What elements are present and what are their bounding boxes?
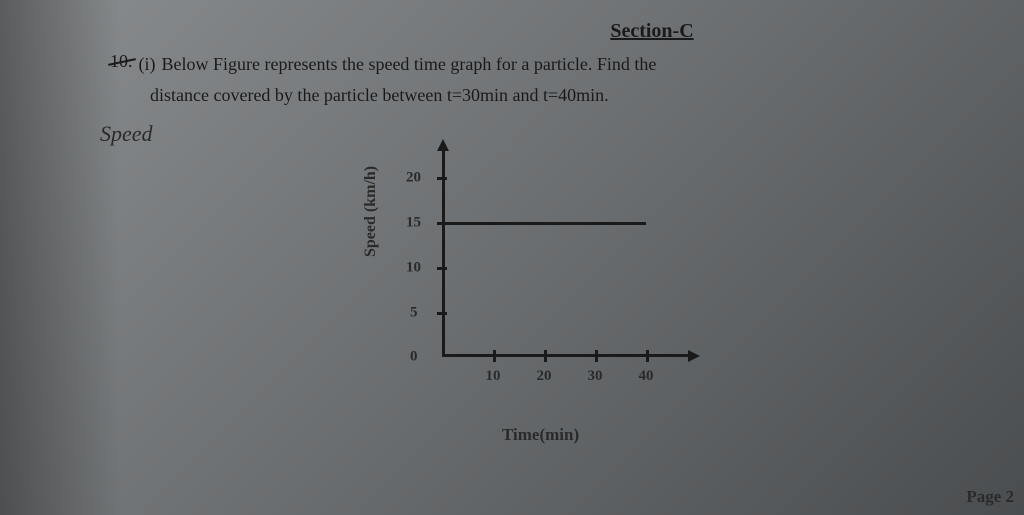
handwritten-annotation: Speed xyxy=(60,121,964,147)
chart-container: Speed (km/h) Time(min) 0 5 10 15 20 xyxy=(60,147,964,437)
x-tick-label: 10 xyxy=(486,368,501,385)
x-tick-label: 40 xyxy=(639,368,654,385)
y-tick xyxy=(437,312,447,315)
y-tick-label: 10 xyxy=(406,260,421,277)
y-axis-label: Speed (km/h) xyxy=(362,166,380,257)
worksheet-page: Section-C 10. (i) Below Figure represent… xyxy=(0,0,1024,457)
y-tick-label: 15 xyxy=(406,215,421,232)
plot-area: 0 5 10 15 20 10 20 30 40 xyxy=(442,157,702,377)
x-tick xyxy=(493,350,496,362)
question-number: 10. xyxy=(110,51,133,72)
x-axis xyxy=(442,354,692,357)
x-tick-label: 30 xyxy=(588,368,603,385)
section-heading: Section-C xyxy=(60,20,964,43)
y-tick xyxy=(437,177,447,180)
x-axis-arrow-icon xyxy=(688,350,700,362)
x-tick xyxy=(595,350,598,362)
y-axis-arrow-icon xyxy=(437,139,449,151)
y-tick-label: 20 xyxy=(406,170,421,187)
page-number: Page 2 xyxy=(966,487,1014,507)
question-text-1: Below Figure represents the speed time g… xyxy=(162,51,657,78)
y-tick-label: 5 xyxy=(410,305,418,322)
question-line-1: 10. (i) Below Figure represents the spee… xyxy=(60,51,964,78)
question-line-2: distance covered by the particle between… xyxy=(60,82,964,109)
x-tick xyxy=(544,350,547,362)
y-tick-label: 0 xyxy=(410,349,418,366)
x-axis-label: Time(min) xyxy=(502,425,579,445)
x-tick-label: 20 xyxy=(537,368,552,385)
x-tick xyxy=(646,350,649,362)
speed-line xyxy=(444,222,646,225)
y-tick xyxy=(437,267,447,270)
question-subpart: (i) xyxy=(139,51,156,78)
speed-time-chart: Speed (km/h) Time(min) 0 5 10 15 20 xyxy=(382,147,722,437)
